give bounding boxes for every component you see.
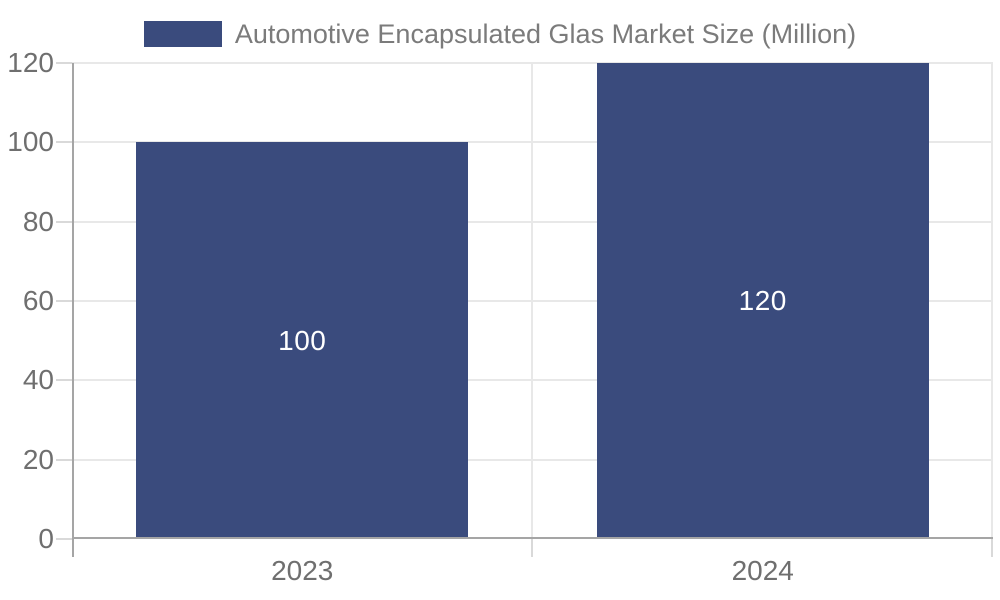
h-gridline	[72, 62, 993, 64]
x-axis-category-label: 2024	[731, 555, 794, 586]
h-gridline	[72, 220, 993, 223]
v-gridline	[991, 63, 993, 539]
plot-area: 100 120	[72, 62, 993, 557]
y-axis-tick	[56, 458, 72, 461]
y-axis-tick	[56, 300, 72, 302]
y-axis-tick	[56, 62, 72, 64]
y-axis-tick	[56, 538, 72, 540]
y-axis-tick-label: 80	[22, 205, 54, 237]
x-axis-tick	[530, 539, 533, 557]
bar-2023: 100	[136, 142, 469, 539]
bar-value-label: 100	[278, 324, 327, 356]
legend-swatch	[143, 21, 222, 47]
h-gridline	[72, 141, 993, 144]
h-gridline	[72, 458, 993, 461]
bar-value-label: 120	[738, 285, 787, 316]
x-axis-category-label: 2023	[271, 555, 334, 586]
y-axis-tick	[56, 220, 72, 223]
y-axis-tick	[56, 379, 72, 382]
h-gridline	[72, 300, 993, 302]
y-axis-tick-label: 0	[38, 523, 54, 554]
bar-2024: 120	[596, 63, 929, 539]
legend-label: Automotive Encapsulated Glas Market Size…	[234, 19, 857, 49]
y-axis-tick-label: 60	[22, 285, 54, 316]
legend-item[interactable]: Automotive Encapsulated Glas Market Size…	[0, 18, 1000, 50]
x-axis-tick	[991, 539, 993, 557]
y-axis-tick-label: 40	[22, 364, 54, 396]
y-axis-tick-label: 20	[22, 443, 54, 475]
y-axis-tick	[56, 141, 72, 144]
h-gridline	[72, 379, 993, 382]
y-axis-tick-label: 100	[7, 126, 54, 158]
v-gridline	[530, 63, 533, 539]
x-axis-line	[72, 537, 993, 539]
y-axis-line	[72, 63, 74, 557]
y-axis-tick-label: 120	[7, 47, 54, 78]
